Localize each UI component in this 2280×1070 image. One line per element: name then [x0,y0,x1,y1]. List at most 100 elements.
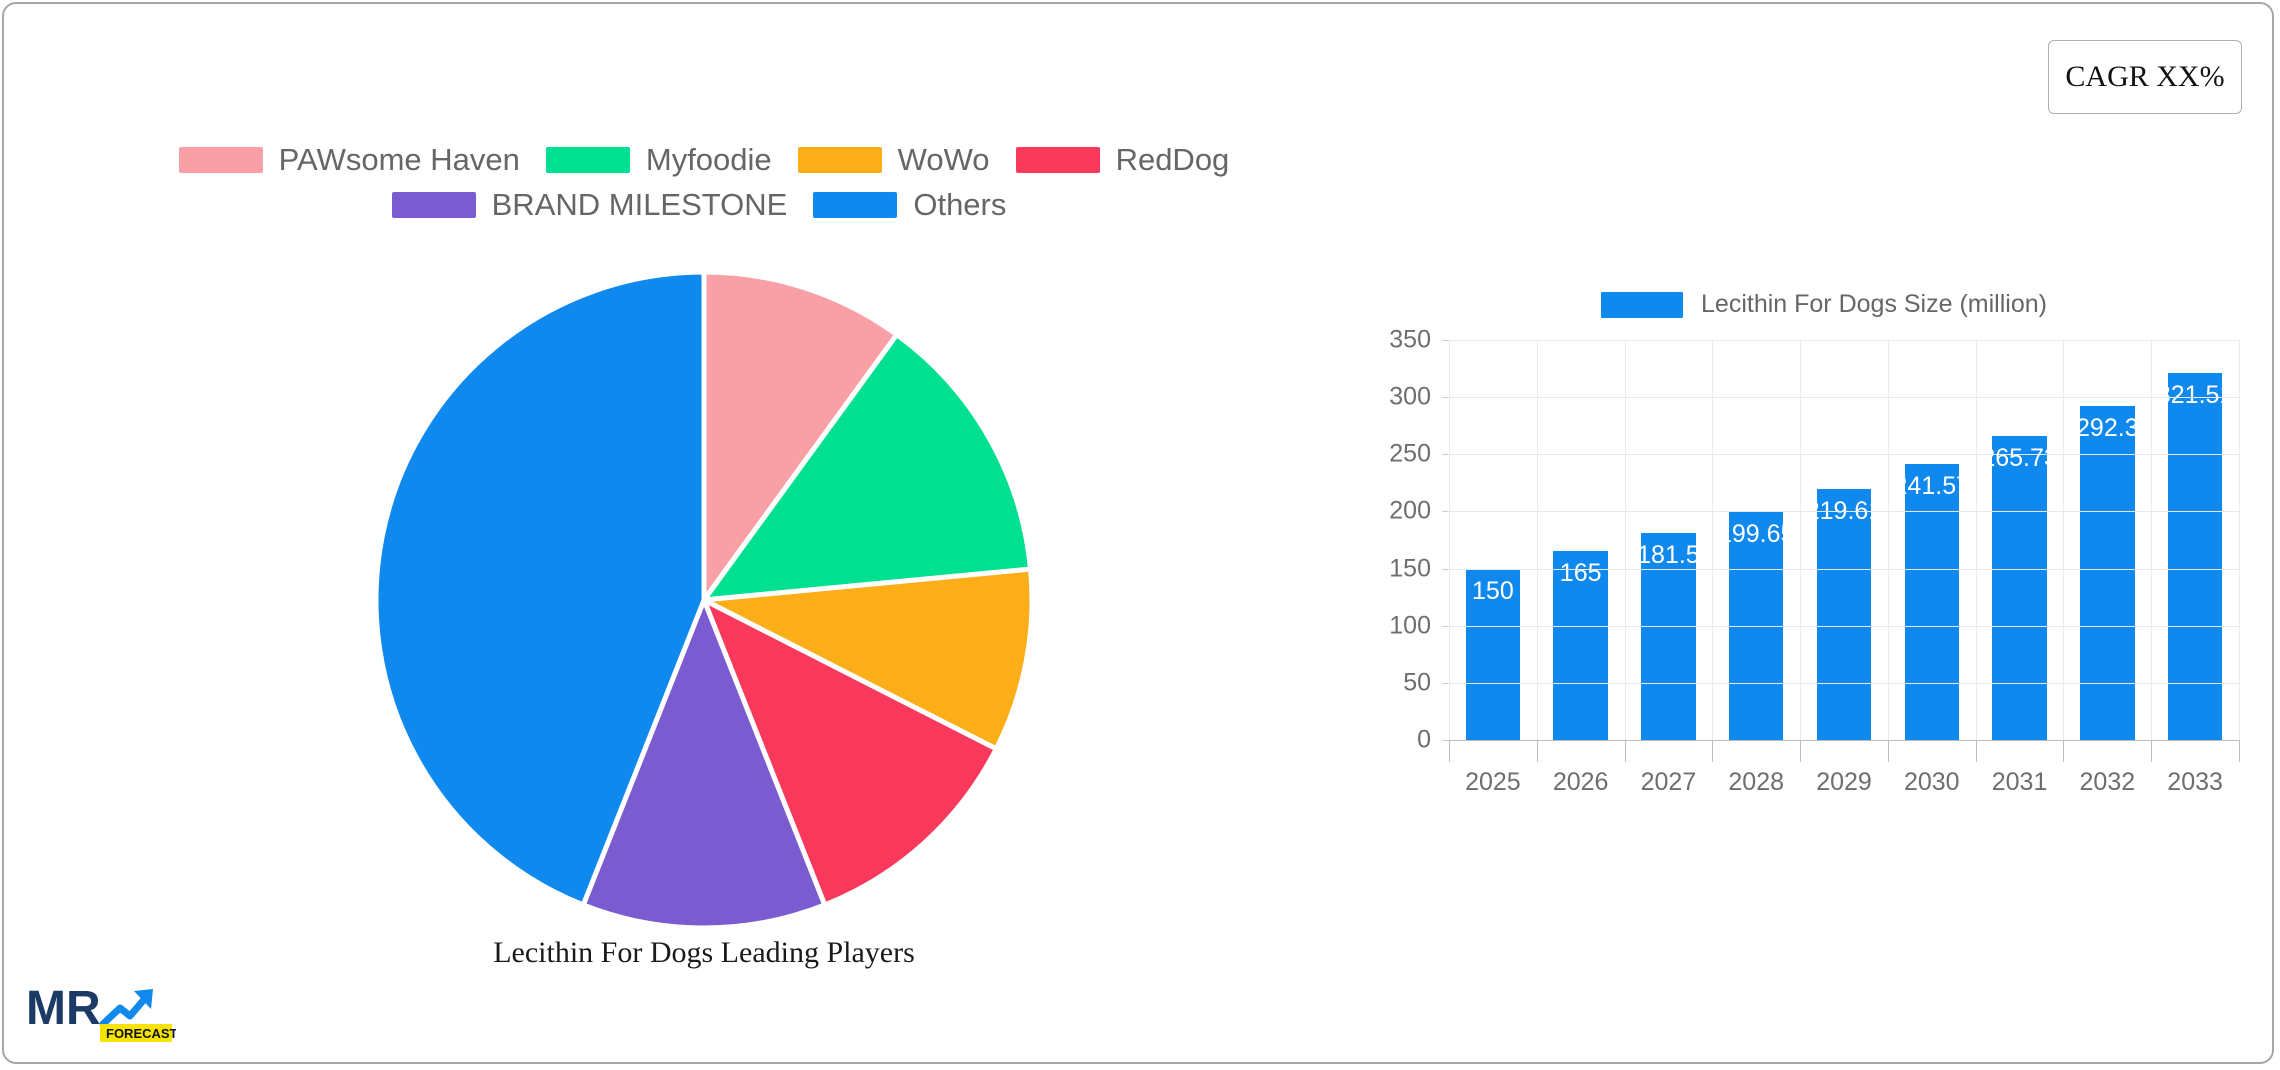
x-axis-tick-mark [1537,740,1538,762]
x-axis-tick-mark [2239,740,2240,762]
pie-slice-myfoodie[interactable] [701,332,1034,603]
bar-column[interactable]: 265.73 [1981,436,2058,740]
bar-chart-plot-area: 150 165 181.5 199.65 219.61 241.57 265.73 292.3… [1389,326,2240,796]
cagr-badge-label: CAGR XX% [2065,60,2225,93]
pie-legend-row-1: PAWsome Haven Myfoodie WoWo RedDog [4,144,1394,175]
bar-column[interactable]: 321.51 [2157,372,2233,740]
bar-rect[interactable]: 219.61 [1806,489,1882,740]
bar-value-label: 292.3 [2076,413,2139,442]
x-axis-tick-mark [1800,740,1801,762]
pie-chart-title: Lecithin For Dogs Leading Players [493,936,915,969]
x-axis-tick-mark [2151,740,2152,762]
logo-mark-text: MR [26,982,101,1035]
y-axis-tick-mark [1442,454,1449,456]
legend-swatch-icon [545,146,630,173]
legend-item-reddog[interactable]: RedDog [1015,142,1230,177]
mr-forecast-logo: MR FORECAST [26,972,178,1042]
y-gridline [1449,568,2239,570]
y-gridline [1449,625,2239,627]
legend-swatch-icon [178,146,263,173]
trend-arrow-icon [99,992,151,1028]
legend-item-pawsome-haven[interactable]: PAWsome Haven [178,142,520,177]
pie-legend-row-2: BRAND MILESTONE Others [4,189,1394,220]
legend-swatch-icon [1015,146,1100,173]
legend-item-label: BRAND MILESTONE [491,187,788,222]
y-gridline [1449,454,2239,456]
bar-column[interactable]: 292.3 [2076,405,2139,740]
bar-value-label: 150 [1472,576,1514,605]
y-axis-tick-mark [1442,340,1449,341]
x-axis-tick-label: 2027 [1640,768,1697,796]
logo-svg: MR FORECAST [26,982,178,1042]
y-axis-tick-label: 100 [1389,611,1431,640]
x-gridline [2239,340,2240,740]
legend-item-label: Myfoodie [645,142,772,177]
y-axis-tick-label: 200 [1389,496,1431,525]
y-gridline [1449,397,2239,399]
bar-value-label: 321.51 [2156,380,2234,409]
y-axis-tick-label: 350 [1389,325,1431,354]
y-gridline [1449,511,2239,513]
x-axis-tick-mark [1449,740,1450,762]
bar-chart: Lecithin For Dogs Size (million) 150 165 1… [1344,284,2244,804]
pie-slice-wowo[interactable] [701,566,1034,752]
x-gridline [1800,340,1801,740]
bar-value-label: 219.61 [1805,497,1883,526]
pie-slice-brand-milestone[interactable] [580,597,828,930]
y-axis-tick-label: 250 [1389,439,1431,468]
pie-legend: PAWsome Haven Myfoodie WoWo RedDog BRAND… [4,144,1394,220]
x-gridline [1712,340,1713,740]
y-axis-tick-label: 300 [1389,382,1431,411]
bar-column[interactable]: 219.61 [1806,489,1882,740]
legend-item-wowo[interactable]: WoWo [797,144,990,175]
bar-value-label: 181.5 [1637,540,1700,569]
bar-rect[interactable]: 292.3 [2076,405,2139,740]
bar-chart-legend[interactable]: Lecithin For Dogs Size (million) [1344,290,2244,319]
bar-series: 150 165 181.5 199.65 219.61 241.57 265.73 292.3… [1449,340,2239,740]
y-axis-tick-mark [1442,511,1449,513]
bar-column[interactable]: 165 [1553,551,1608,740]
pie-slice-others[interactable] [374,270,707,908]
bar-legend-label: Lecithin For Dogs Size (million) [1701,290,2047,318]
pie-slice-pawsome-haven[interactable] [701,270,900,603]
bar-column[interactable]: 181.5 [1637,532,1700,740]
y-axis-tick-label: 0 [1417,725,1431,754]
x-gridline [1976,340,1977,740]
bar-rect[interactable]: 321.51 [2157,372,2233,740]
x-axis-tick-mark [1888,740,1889,762]
bar-column[interactable]: 150 [1465,568,1521,740]
logo-tag-text: FORECAST [106,1026,176,1041]
pie-slice-reddog[interactable] [701,597,999,908]
bar-column[interactable]: 241.57 [1894,463,1970,740]
legend-swatch-icon [391,191,476,218]
legend-item-label: Others [913,187,1007,222]
x-axis-tick-label: 2031 [1991,768,2048,796]
y-gridline [1449,740,2239,741]
x-gridline [1625,340,1626,740]
pie-chart-svg[interactable] [374,270,1034,930]
legend-swatch-icon [813,191,898,218]
x-axis-tick-mark [2063,740,2064,762]
legend-item-label: RedDog [1115,142,1230,177]
bar-rect[interactable]: 150 [1465,568,1521,740]
logo-tag-background [100,1024,172,1042]
bar-rect[interactable]: 181.5 [1637,532,1700,740]
y-axis-tick-mark [1442,625,1449,627]
bar-value-label: 165 [1559,559,1602,588]
x-gridline [1888,340,1889,740]
cagr-badge: CAGR XX% [2048,40,2242,114]
x-gridline [2063,340,2064,740]
legend-swatch-icon [797,146,882,173]
y-axis-tick-mark [1442,397,1449,399]
legend-item-brand-milestone[interactable]: BRAND MILESTONE [391,187,788,222]
legend-item-label: PAWsome Haven [278,142,520,177]
bar-rect[interactable]: 265.73 [1981,436,2058,740]
x-gridline [1449,340,1450,740]
legend-item-myfoodie[interactable]: Myfoodie [545,142,772,177]
bar-rect[interactable]: 165 [1553,551,1608,740]
bar-rect[interactable]: 241.57 [1894,463,1970,740]
trend-arrow-head-icon [134,989,153,1009]
x-axis-tick-mark [1712,740,1713,762]
legend-item-others[interactable]: Others [813,189,1006,220]
bar-value-label: 199.65 [1717,519,1795,548]
